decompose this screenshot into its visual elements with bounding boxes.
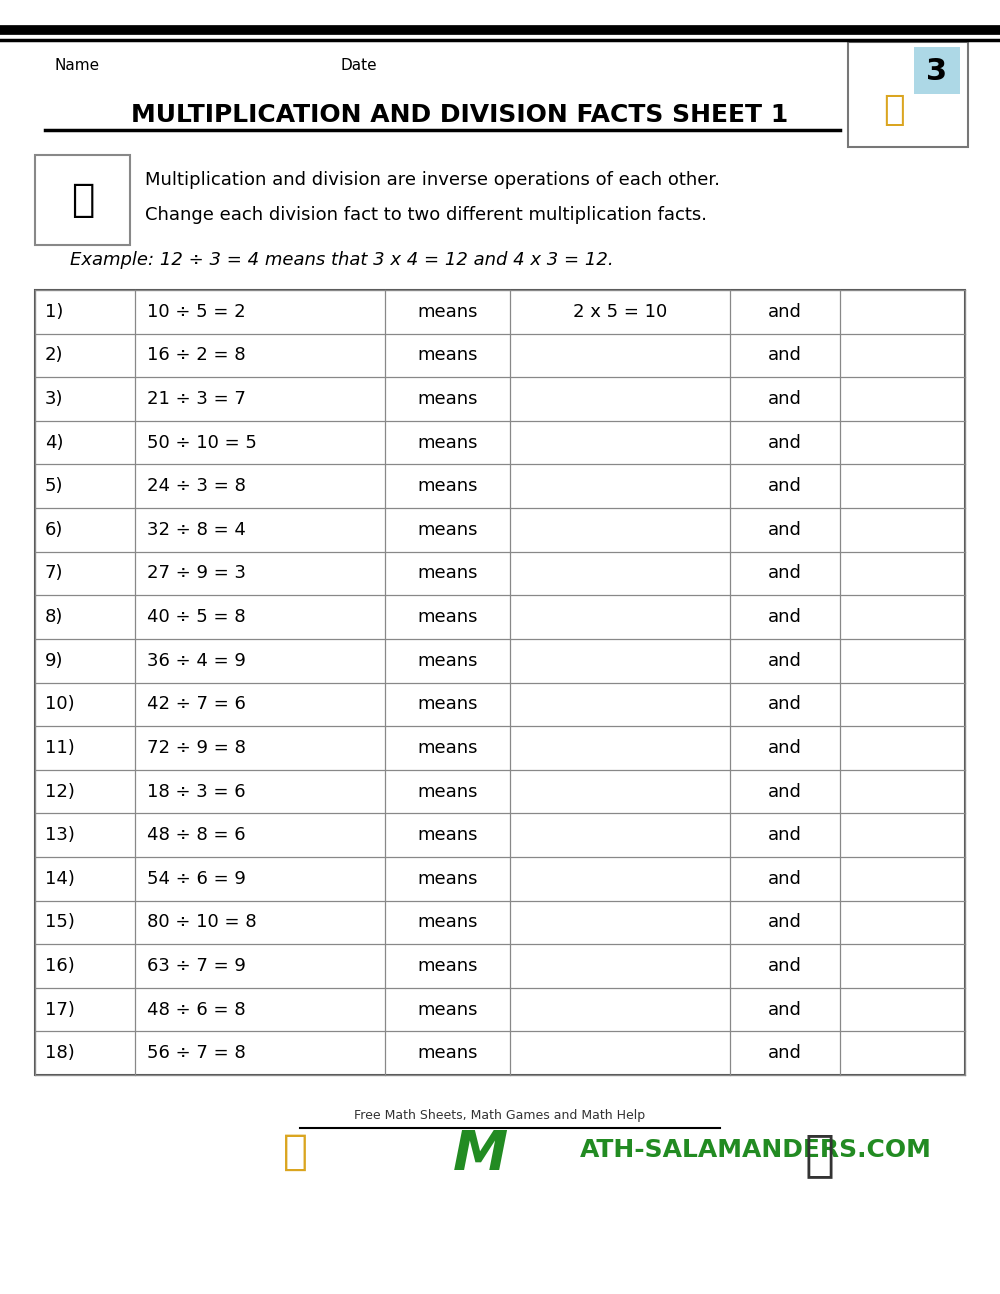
- Text: 🦎: 🦎: [883, 93, 904, 127]
- Text: 3): 3): [45, 389, 64, 408]
- Text: 2 x 5 = 10: 2 x 5 = 10: [573, 303, 667, 321]
- Text: and: and: [768, 1000, 802, 1018]
- Text: means: means: [417, 1044, 478, 1062]
- Text: 🦎: 🦎: [805, 1131, 835, 1179]
- Text: and: and: [768, 739, 802, 757]
- Text: and: and: [768, 695, 802, 713]
- Text: and: and: [768, 433, 802, 452]
- Text: 36 ÷ 4 = 9: 36 ÷ 4 = 9: [147, 652, 246, 670]
- Text: 4): 4): [45, 433, 64, 452]
- Text: and: and: [768, 564, 802, 582]
- Text: means: means: [417, 347, 478, 365]
- Text: 16 ÷ 2 = 8: 16 ÷ 2 = 8: [147, 347, 246, 365]
- Text: MULTIPLICATION AND DIVISION FACTS SHEET 1: MULTIPLICATION AND DIVISION FACTS SHEET …: [131, 104, 789, 127]
- Text: and: and: [768, 914, 802, 932]
- Text: and: and: [768, 389, 802, 408]
- Text: means: means: [417, 564, 478, 582]
- Text: 6): 6): [45, 521, 63, 538]
- Text: 16): 16): [45, 958, 75, 974]
- Text: 27 ÷ 9 = 3: 27 ÷ 9 = 3: [147, 564, 246, 582]
- Text: and: and: [768, 826, 802, 844]
- Text: means: means: [417, 521, 478, 538]
- Text: 54 ÷ 6 = 9: 54 ÷ 6 = 9: [147, 870, 246, 888]
- Text: 8): 8): [45, 608, 63, 626]
- Text: and: and: [768, 347, 802, 365]
- Text: means: means: [417, 608, 478, 626]
- Text: means: means: [417, 695, 478, 713]
- Text: Change each division fact to two different multiplication facts.: Change each division fact to two differe…: [145, 206, 707, 224]
- Text: 🦎: 🦎: [283, 1131, 308, 1172]
- Text: 5): 5): [45, 477, 64, 496]
- Text: 🐸: 🐸: [71, 181, 94, 219]
- Text: 72 ÷ 9 = 8: 72 ÷ 9 = 8: [147, 739, 246, 757]
- Text: 42 ÷ 7 = 6: 42 ÷ 7 = 6: [147, 695, 246, 713]
- Text: and: and: [768, 1044, 802, 1062]
- Text: means: means: [417, 958, 478, 974]
- Text: and: and: [768, 477, 802, 496]
- Text: 21 ÷ 3 = 7: 21 ÷ 3 = 7: [147, 389, 246, 408]
- Text: means: means: [417, 783, 478, 801]
- Text: 32 ÷ 8 = 4: 32 ÷ 8 = 4: [147, 521, 246, 538]
- Text: 80 ÷ 10 = 8: 80 ÷ 10 = 8: [147, 914, 257, 932]
- Text: means: means: [417, 914, 478, 932]
- Text: 9): 9): [45, 652, 64, 670]
- Text: 3: 3: [926, 57, 947, 85]
- Text: means: means: [417, 652, 478, 670]
- Text: and: and: [768, 652, 802, 670]
- Bar: [914, 47, 960, 94]
- Bar: [848, 41, 968, 148]
- Text: means: means: [417, 303, 478, 321]
- Text: means: means: [417, 477, 478, 496]
- Text: and: and: [768, 303, 802, 321]
- Text: and: and: [768, 958, 802, 974]
- Text: 18): 18): [45, 1044, 75, 1062]
- Text: 56 ÷ 7 = 8: 56 ÷ 7 = 8: [147, 1044, 246, 1062]
- Text: 24 ÷ 3 = 8: 24 ÷ 3 = 8: [147, 477, 246, 496]
- Text: and: and: [768, 608, 802, 626]
- Text: 11): 11): [45, 739, 75, 757]
- Bar: [35, 290, 965, 1075]
- Text: and: and: [768, 870, 802, 888]
- Text: Multiplication and division are inverse operations of each other.: Multiplication and division are inverse …: [145, 171, 720, 189]
- Text: means: means: [417, 739, 478, 757]
- Text: 12): 12): [45, 783, 75, 801]
- Text: 18 ÷ 3 = 6: 18 ÷ 3 = 6: [147, 783, 246, 801]
- Text: and: and: [768, 521, 802, 538]
- Text: Name: Name: [55, 57, 100, 72]
- Text: 63 ÷ 7 = 9: 63 ÷ 7 = 9: [147, 958, 246, 974]
- Text: means: means: [417, 433, 478, 452]
- Text: 1): 1): [45, 303, 63, 321]
- Text: means: means: [417, 870, 478, 888]
- Text: means: means: [417, 1000, 478, 1018]
- Text: ATH-SALAMANDERS.COM: ATH-SALAMANDERS.COM: [580, 1137, 932, 1162]
- Text: M: M: [452, 1128, 508, 1181]
- Text: 48 ÷ 8 = 6: 48 ÷ 8 = 6: [147, 826, 246, 844]
- Text: 50 ÷ 10 = 5: 50 ÷ 10 = 5: [147, 433, 257, 452]
- Text: means: means: [417, 389, 478, 408]
- Text: 15): 15): [45, 914, 75, 932]
- Text: 14): 14): [45, 870, 75, 888]
- Text: 2): 2): [45, 347, 64, 365]
- Text: Date: Date: [340, 57, 377, 72]
- Text: 10 ÷ 5 = 2: 10 ÷ 5 = 2: [147, 303, 246, 321]
- Text: 13): 13): [45, 826, 75, 844]
- Text: and: and: [768, 783, 802, 801]
- Text: 17): 17): [45, 1000, 75, 1018]
- Bar: [35, 155, 130, 245]
- Text: 40 ÷ 5 = 8: 40 ÷ 5 = 8: [147, 608, 246, 626]
- Text: Example: 12 ÷ 3 = 4 means that 3 x 4 = 12 and 4 x 3 = 12.: Example: 12 ÷ 3 = 4 means that 3 x 4 = 1…: [70, 251, 614, 269]
- Text: 7): 7): [45, 564, 64, 582]
- Text: 10): 10): [45, 695, 75, 713]
- Text: 48 ÷ 6 = 8: 48 ÷ 6 = 8: [147, 1000, 246, 1018]
- Text: means: means: [417, 826, 478, 844]
- Text: Free Math Sheets, Math Games and Math Help: Free Math Sheets, Math Games and Math He…: [354, 1109, 646, 1122]
